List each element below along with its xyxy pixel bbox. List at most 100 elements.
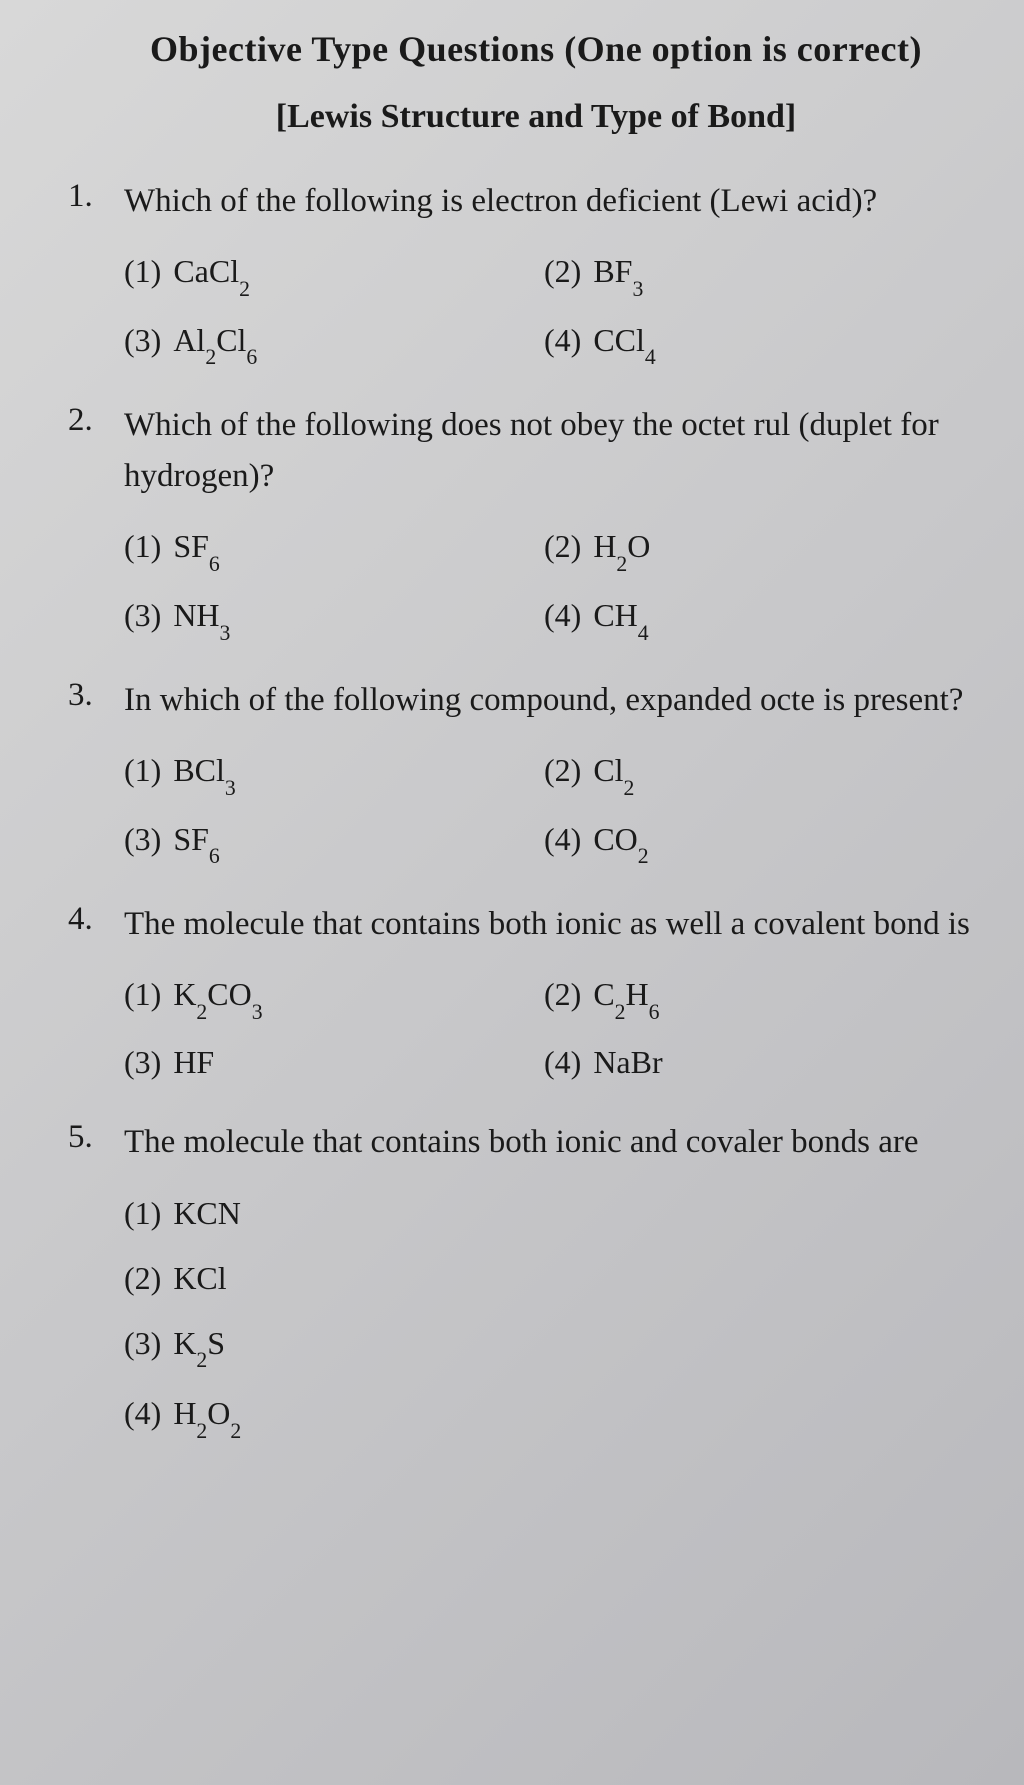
subscript: 2: [624, 776, 635, 800]
formula-part: SF: [173, 821, 209, 857]
options-container: (1) KCN (2) KCl (3)K2S (4)H2O2: [124, 1195, 1004, 1438]
options-row: (2) KCl: [124, 1260, 1004, 1297]
option: (4)H2O2: [124, 1395, 1004, 1437]
option: (3) NH3: [124, 597, 544, 639]
option-formula: KCN: [173, 1195, 241, 1232]
question: 1.Which of the following is electron def…: [68, 176, 1004, 364]
option: (2)Cl2: [544, 752, 634, 794]
formula-part: H: [593, 528, 616, 564]
question-row: 2.Which of the following does not obey t…: [68, 400, 1004, 502]
options-container: (1)CaCl2(2)BF3(3)Al2Cl6(4)CCl4: [124, 253, 1004, 364]
option-number: (3): [124, 1044, 161, 1081]
option-formula: SF6: [173, 821, 219, 863]
question-row: 1.Which of the following is electron def…: [68, 176, 1004, 227]
options-row: (3)Al2Cl6(4)CCl4: [124, 322, 1004, 364]
page-title: Objective Type Questions (One option is …: [68, 28, 1004, 70]
question-text: In which of the following compound, expa…: [124, 675, 1004, 726]
subscript: 2: [196, 1348, 207, 1372]
option: (1) BCl3: [124, 752, 544, 794]
option: (3)Al2Cl6: [124, 322, 544, 364]
option-formula: C2H6: [593, 976, 659, 1018]
option-number: (2): [124, 1260, 161, 1297]
formula-part: H: [626, 976, 649, 1012]
subscript: 3: [225, 776, 236, 800]
option: (4) CH4: [544, 597, 649, 639]
subscript: 3: [632, 277, 643, 301]
options-row: (1) K2CO3 (2)C2H6: [124, 976, 1004, 1018]
question-text: The molecule that contains both ionic an…: [124, 1117, 1004, 1168]
options-row: (3)K2S: [124, 1325, 1004, 1367]
option-formula: CH4: [593, 597, 648, 639]
subscript: 2: [615, 1000, 626, 1024]
option: (2)C2H6: [544, 976, 660, 1018]
option-formula: CO2: [593, 821, 648, 863]
question: 3.In which of the following compound, ex…: [68, 675, 1004, 863]
option: (4)CO2: [544, 821, 649, 863]
formula-part: BCl: [173, 752, 225, 788]
option: (2)H2O: [544, 528, 650, 570]
option-formula: H2O2: [173, 1395, 241, 1437]
option: (4) NaBr: [544, 1044, 663, 1081]
question-number: 3.: [68, 675, 124, 714]
option: (1) K2CO3: [124, 976, 544, 1018]
question: 2.Which of the following does not obey t…: [68, 400, 1004, 639]
option-number: (3): [124, 597, 161, 634]
option-formula: NaBr: [593, 1044, 662, 1081]
option-number: (1): [124, 976, 161, 1013]
subscript: 6: [649, 1000, 660, 1024]
question-text: Which of the following does not obey the…: [124, 400, 1004, 502]
option-number: (1): [124, 253, 161, 290]
options-row: (1)CaCl2(2)BF3: [124, 253, 1004, 295]
option-number: (2): [544, 528, 581, 565]
option-number: (2): [544, 752, 581, 789]
option: (3) SF6: [124, 821, 544, 863]
formula-part: K: [173, 976, 196, 1012]
formula-part: C: [593, 976, 614, 1012]
option-number: (1): [124, 752, 161, 789]
subscript: 2: [196, 1419, 207, 1443]
subscript: 2: [230, 1419, 241, 1443]
option-number: (4): [544, 1044, 581, 1081]
option-number: (2): [544, 253, 581, 290]
formula-part: CaCl: [173, 253, 239, 289]
question-text: The molecule that contains both ionic as…: [124, 899, 1004, 950]
question-row: 5.The molecule that contains both ionic …: [68, 1117, 1004, 1168]
question: 4.The molecule that contains both ionic …: [68, 899, 1004, 1082]
formula-part: O: [207, 1395, 230, 1431]
question-number: 5.: [68, 1117, 124, 1156]
formula-part: BF: [593, 253, 632, 289]
formula-part: KCN: [173, 1195, 241, 1231]
option-formula: NH3: [173, 597, 230, 639]
option: (3) HF: [124, 1044, 544, 1081]
subscript: 2: [638, 844, 649, 868]
option: (1) KCN: [124, 1195, 1004, 1232]
option-number: (1): [124, 1195, 161, 1232]
subscript: 6: [246, 345, 257, 369]
option-number: (3): [124, 322, 161, 359]
formula-part: O: [627, 528, 650, 564]
formula-part: H: [173, 1395, 196, 1431]
question-row: 3.In which of the following compound, ex…: [68, 675, 1004, 726]
question-number: 4.: [68, 899, 124, 938]
page-subtitle: [Lewis Structure and Type of Bond]: [68, 98, 1004, 136]
option-formula: BF3: [593, 253, 643, 295]
formula-part: Al: [173, 322, 205, 358]
option-number: (4): [544, 322, 581, 359]
option: (2) BF3: [544, 253, 643, 295]
option-number: (3): [124, 821, 161, 858]
subscript: 3: [252, 1000, 263, 1024]
option-number: (4): [544, 597, 581, 634]
option-formula: HF: [173, 1044, 214, 1081]
question-text: Which of the following is electron defic…: [124, 176, 1004, 227]
option-formula: K2CO3: [173, 976, 262, 1018]
option: (1)SF6: [124, 528, 544, 570]
formula-part: KCl: [173, 1260, 226, 1296]
questions-container: 1.Which of the following is electron def…: [68, 176, 1004, 1437]
subscript: 6: [209, 552, 220, 576]
formula-part: K: [173, 1325, 196, 1361]
subscript: 2: [196, 1000, 207, 1024]
option-formula: BCl3: [173, 752, 235, 794]
formula-part: CCl: [593, 322, 645, 358]
options-container: (1) BCl3 (2)Cl2 (3) SF6 (4)CO2: [124, 752, 1004, 863]
subscript: 2: [205, 345, 216, 369]
